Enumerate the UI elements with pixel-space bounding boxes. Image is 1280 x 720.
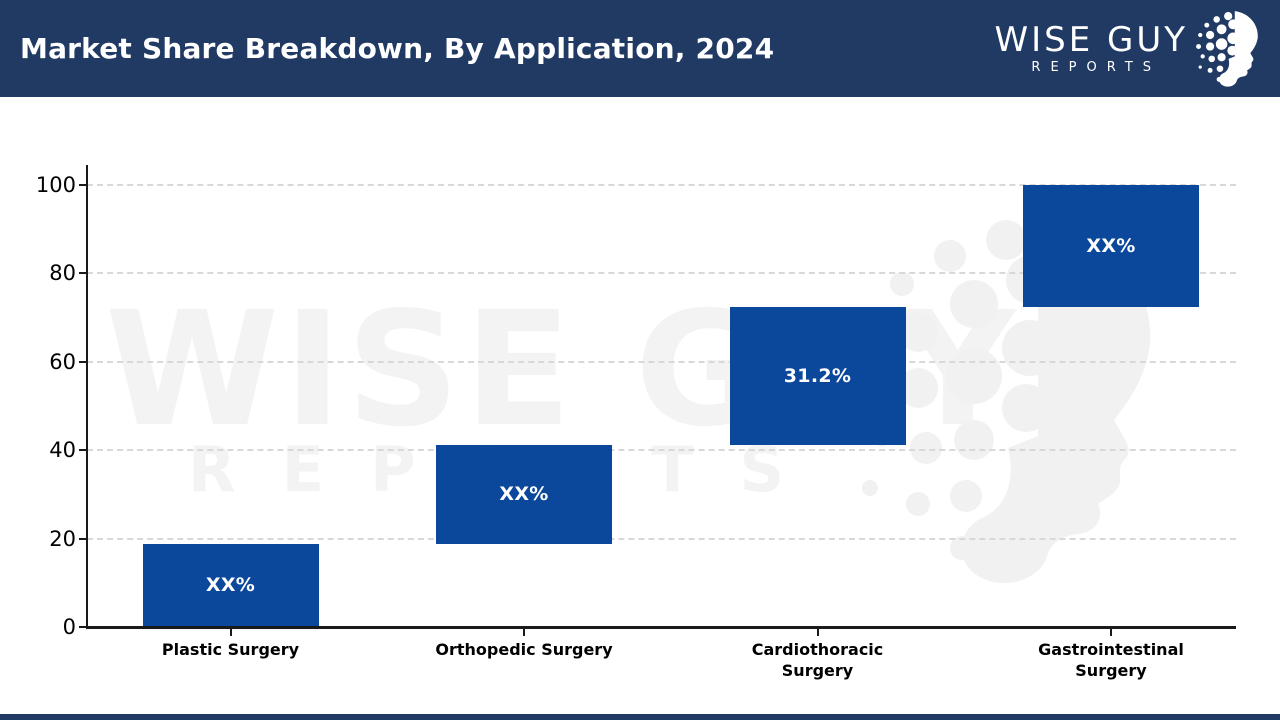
gridline [87, 272, 1236, 275]
y-tick-mark [79, 537, 86, 540]
brand-logo-text: WISE GUY REPORTS [994, 22, 1188, 76]
bar-value-label: XX% [205, 574, 256, 597]
x-category-label: Plastic Surgery [161, 640, 300, 659]
footer-bar [0, 714, 1280, 720]
gridline [87, 449, 1236, 452]
x-category-label: Gastrointestinal Surgery [1038, 640, 1184, 680]
x-tick-mark [229, 629, 232, 636]
y-tick-label: 20 [49, 526, 76, 551]
y-tick-mark [79, 626, 86, 628]
x-tick-mark [523, 629, 525, 636]
bar-value-label: XX% [1086, 234, 1136, 257]
header-bar: Market Share Breakdown, By Application, … [0, 0, 1280, 97]
x-axis-line [86, 626, 1236, 629]
y-tick-mark [79, 272, 86, 275]
bar-segment: 31.2% [729, 306, 906, 445]
x-category-label: Orthopedic Surgery [435, 640, 613, 659]
y-tick-mark [79, 360, 86, 363]
y-tick-label: 0 [62, 615, 76, 639]
bar-segment: XX% [436, 444, 612, 544]
logo-head-icon [1196, 10, 1258, 87]
gridline [87, 184, 1236, 186]
logo-wordmark: WISE GUY [994, 19, 1188, 60]
gridline [87, 360, 1236, 363]
bar-value-label: XX% [499, 483, 549, 506]
y-tick-mark [79, 449, 86, 452]
bar-segment: XX% [1023, 185, 1199, 307]
bar-segment: XX% [142, 543, 319, 627]
y-tick-mark [79, 184, 86, 186]
x-tick-mark [816, 629, 819, 636]
y-axis-line [86, 165, 88, 628]
x-tick-mark [1110, 629, 1112, 636]
x-category-label: Cardiothoracic Surgery [751, 640, 884, 680]
gridline [87, 537, 1236, 540]
logo-subtitle: REPORTS [1031, 59, 1162, 75]
page-title: Market Share Breakdown, By Application, … [20, 32, 775, 65]
y-tick-label: 40 [49, 438, 76, 463]
y-tick-label: 80 [49, 261, 76, 286]
bar-value-label: 31.2% [783, 364, 852, 387]
y-tick-label: 100 [35, 173, 76, 197]
brand-logo: WISE GUY REPORTS [994, 0, 1266, 97]
y-tick-label: 60 [49, 349, 76, 374]
